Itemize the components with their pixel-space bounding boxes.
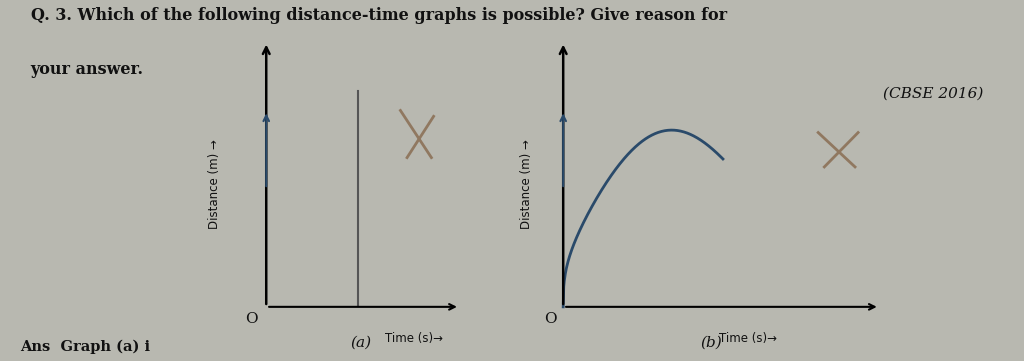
Text: your answer.: your answer.	[31, 61, 143, 78]
Text: Time (s)→: Time (s)→	[719, 332, 776, 345]
Text: Ans  Graph (a) i: Ans Graph (a) i	[20, 339, 151, 354]
Text: (a): (a)	[350, 336, 371, 349]
Text: Time (s)→: Time (s)→	[385, 332, 442, 345]
Text: Distance (m) →: Distance (m) →	[520, 139, 532, 229]
Text: Distance (m) →: Distance (m) →	[208, 139, 221, 229]
Text: (b): (b)	[700, 336, 723, 349]
Text: O: O	[545, 312, 557, 326]
Text: (CBSE 2016): (CBSE 2016)	[883, 87, 983, 101]
Text: Q. 3. Which of the following distance-time graphs is possible? Give reason for: Q. 3. Which of the following distance-ti…	[31, 7, 727, 24]
Text: O: O	[245, 312, 258, 326]
